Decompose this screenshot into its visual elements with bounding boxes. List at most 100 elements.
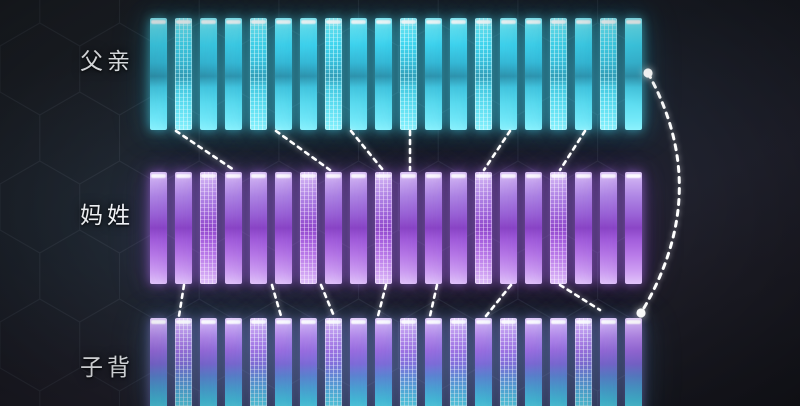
- bar-core: [225, 172, 242, 284]
- connector-mother-child-5: [484, 283, 513, 318]
- connector-mother-child-2: [319, 283, 336, 318]
- bar-cap-highlight: [501, 320, 516, 324]
- bar-cap-highlight: [226, 320, 241, 324]
- bar-core: [575, 172, 592, 284]
- bar-cap-highlight: [576, 20, 591, 24]
- bar-mother-6: [300, 172, 317, 284]
- bar-cap-highlight: [426, 320, 441, 324]
- bar-mother-3: [225, 172, 242, 284]
- bar-core: [275, 318, 292, 406]
- bar-cap-highlight: [376, 174, 391, 178]
- bar-texture: [475, 18, 492, 130]
- bar-cap-highlight: [501, 174, 516, 178]
- bar-core: [150, 318, 167, 406]
- bar-core: [375, 18, 392, 130]
- bar-child-8: [350, 318, 367, 406]
- bar-core: [175, 318, 192, 406]
- bar-mother-0: [150, 172, 167, 284]
- bar-core: [275, 18, 292, 130]
- bar-child-2: [200, 318, 217, 406]
- bar-core: [200, 318, 217, 406]
- bar-cap-highlight: [601, 174, 616, 178]
- bar-mother-12: [450, 172, 467, 284]
- bar-child-18: [600, 318, 617, 406]
- bar-core: [150, 172, 167, 284]
- bar-father-3: [225, 18, 242, 130]
- bar-core: [300, 318, 317, 406]
- bar-cap-highlight: [551, 174, 566, 178]
- bar-cap-highlight: [201, 174, 216, 178]
- bar-texture: [325, 18, 342, 130]
- bar-cap-highlight: [276, 20, 291, 24]
- bar-cap-highlight: [326, 174, 341, 178]
- bar-child-7: [325, 318, 342, 406]
- bar-cap-highlight: [176, 20, 191, 24]
- bar-core: [300, 172, 317, 284]
- bar-father-8: [350, 18, 367, 130]
- bar-core: [175, 172, 192, 284]
- bar-cap-highlight: [151, 320, 166, 324]
- bar-core: [625, 318, 642, 406]
- bar-child-3: [225, 318, 242, 406]
- bar-cap-highlight: [226, 20, 241, 24]
- bar-mother-2: [200, 172, 217, 284]
- connector-mother-child-6: [558, 283, 602, 312]
- bar-cap-highlight: [551, 320, 566, 324]
- bar-core: [325, 18, 342, 130]
- bar-child-16: [550, 318, 567, 406]
- connector-mother-child-1: [270, 283, 283, 318]
- bar-mother-19: [625, 172, 642, 284]
- bar-cap-highlight: [376, 20, 391, 24]
- bar-cap-highlight: [476, 20, 491, 24]
- bar-core: [375, 172, 392, 284]
- bar-child-0: [150, 318, 167, 406]
- bar-cap-highlight: [476, 174, 491, 178]
- bar-child-15: [525, 318, 542, 406]
- bar-mother-16: [550, 172, 567, 284]
- bar-father-17: [575, 18, 592, 130]
- bar-child-5: [275, 318, 292, 406]
- bar-cap-highlight: [251, 20, 266, 24]
- bar-father-19: [625, 18, 642, 130]
- bar-child-11: [425, 318, 442, 406]
- bar-core: [200, 172, 217, 284]
- bar-father-16: [550, 18, 567, 130]
- bar-cap-highlight: [351, 320, 366, 324]
- bar-core: [450, 318, 467, 406]
- bar-father-14: [500, 18, 517, 130]
- bar-core: [150, 18, 167, 130]
- bar-mother-9: [375, 172, 392, 284]
- connector-mother-child-0: [177, 283, 186, 318]
- bar-father-15: [525, 18, 542, 130]
- bar-texture: [400, 318, 417, 406]
- bar-core: [400, 172, 417, 284]
- bar-core: [600, 172, 617, 284]
- bar-core: [225, 18, 242, 130]
- bar-core: [425, 318, 442, 406]
- bar-mother-5: [275, 172, 292, 284]
- bar-core: [475, 318, 492, 406]
- curve-endpoint-bottom: [636, 308, 646, 318]
- bar-father-9: [375, 18, 392, 130]
- bar-cap-highlight: [301, 174, 316, 178]
- bar-core: [525, 318, 542, 406]
- bar-texture: [200, 172, 217, 284]
- bar-core: [350, 18, 367, 130]
- bar-cap-highlight: [451, 20, 466, 24]
- bar-cap-highlight: [226, 174, 241, 178]
- bar-cap-highlight: [401, 320, 416, 324]
- bar-cap-highlight: [351, 20, 366, 24]
- bar-child-4: [250, 318, 267, 406]
- bar-father-11: [425, 18, 442, 130]
- bar-core: [325, 318, 342, 406]
- bar-core: [450, 18, 467, 130]
- bar-cap-highlight: [176, 320, 191, 324]
- bar-texture: [250, 318, 267, 406]
- bar-cap-highlight: [526, 320, 541, 324]
- connector-father-mother-2: [349, 129, 385, 172]
- bar-cap-highlight: [526, 20, 541, 24]
- bar-cap-highlight: [151, 174, 166, 178]
- bar-cap-highlight: [626, 174, 641, 178]
- bar-child-9: [375, 318, 392, 406]
